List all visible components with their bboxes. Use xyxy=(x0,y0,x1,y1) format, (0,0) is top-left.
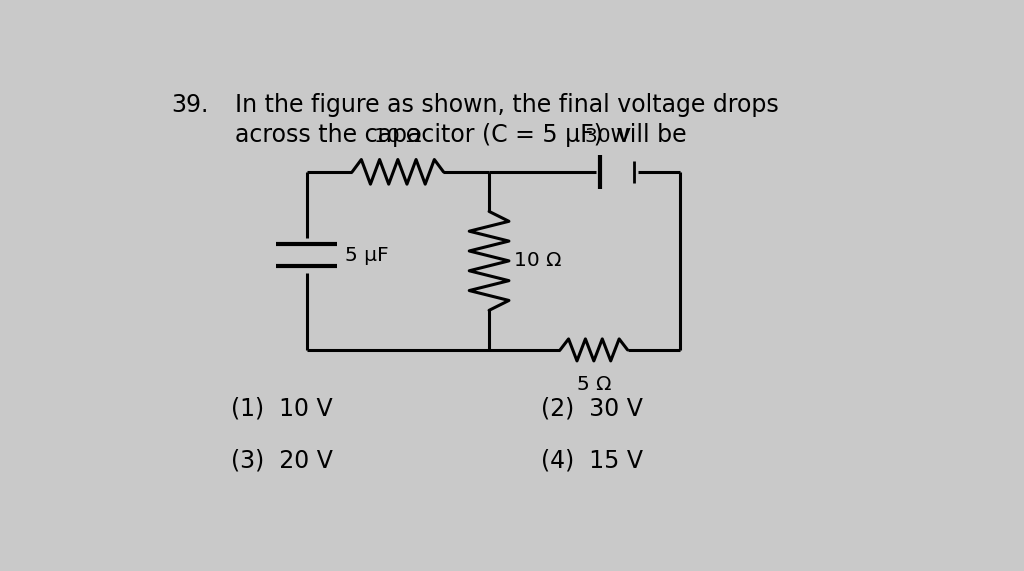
Text: 5 μF: 5 μF xyxy=(345,246,388,265)
Text: 10 Ω: 10 Ω xyxy=(514,251,562,271)
Text: across the capacitor (C = 5 μF) will be: across the capacitor (C = 5 μF) will be xyxy=(236,123,687,147)
Text: (3)  20 V: (3) 20 V xyxy=(231,449,333,473)
Text: 10 Ω: 10 Ω xyxy=(374,127,422,146)
Text: 30 V: 30 V xyxy=(585,127,631,146)
Text: 39.: 39. xyxy=(172,93,209,116)
Text: 5 Ω: 5 Ω xyxy=(577,375,611,395)
Text: (1)  10 V: (1) 10 V xyxy=(231,396,333,420)
Text: (4)  15 V: (4) 15 V xyxy=(541,449,643,473)
Text: In the figure as shown, the final voltage drops: In the figure as shown, the final voltag… xyxy=(236,93,779,116)
Text: (2)  30 V: (2) 30 V xyxy=(541,396,642,420)
